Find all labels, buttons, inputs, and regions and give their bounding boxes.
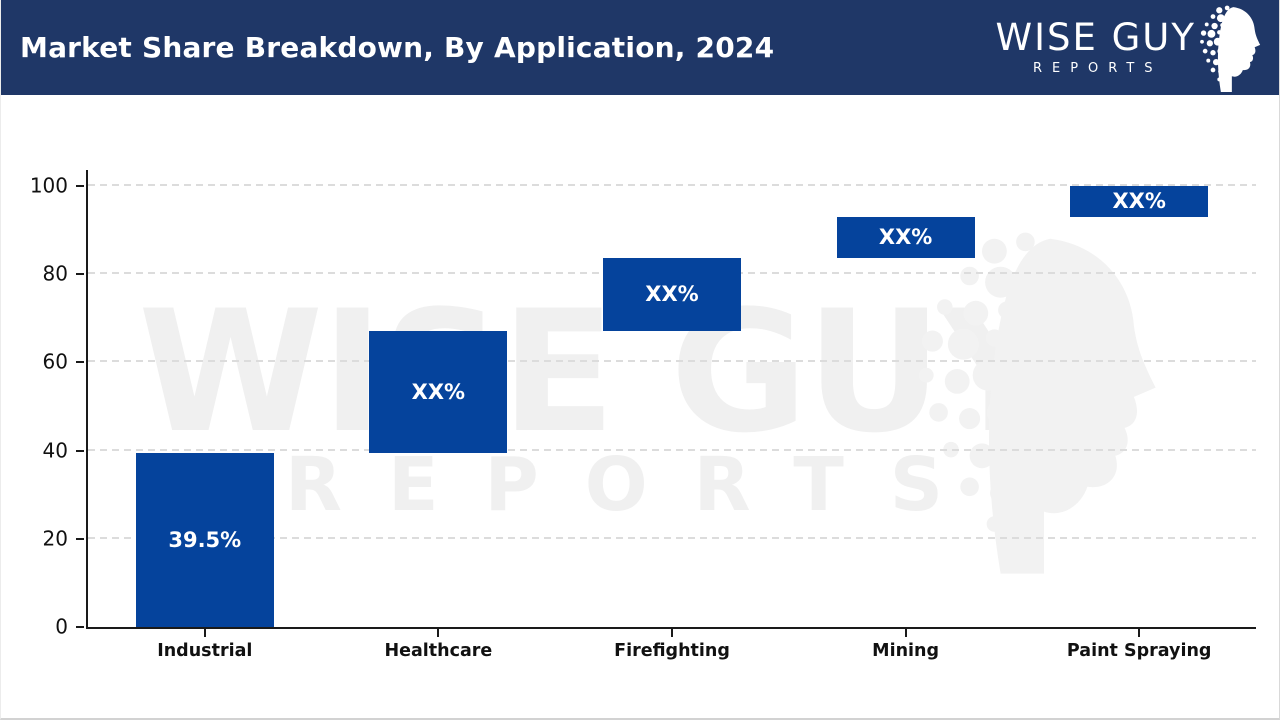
y-tick-label: 0 xyxy=(55,614,68,639)
y-axis-rail: 0 20 40 60 80 100 xyxy=(0,170,84,639)
y-tick-mark xyxy=(76,449,84,452)
logo-head-icon xyxy=(1182,4,1266,92)
x-axis-label: Mining xyxy=(872,641,940,661)
bar-value-label: XX% xyxy=(411,379,466,404)
x-tick-mark xyxy=(1138,629,1141,637)
x-tick-mark xyxy=(203,629,206,637)
gridline xyxy=(88,184,1256,186)
y-tick-mark xyxy=(76,361,84,364)
y-tick-mark xyxy=(76,626,84,628)
x-tick-mark xyxy=(671,629,673,637)
watermark-wordmark: WISE GUY xyxy=(138,274,1062,470)
page-title: Market Share Breakdown, By Application, … xyxy=(20,31,775,64)
x-axis-label: Healthcare xyxy=(384,641,493,661)
logo-subtext: REPORTS xyxy=(1032,61,1163,76)
x-axis-label: Paint Spraying xyxy=(1066,641,1212,661)
y-tick-mark xyxy=(76,185,84,187)
bar: XX% xyxy=(603,257,741,331)
bar: 39.5% xyxy=(135,452,274,627)
x-axis-rail: Industrial Healthcare Firefighting Mining Pa… xyxy=(88,627,1256,687)
y-tick-label: 20 xyxy=(42,526,68,551)
x-tick-mark xyxy=(437,629,440,637)
gridline xyxy=(88,448,1256,451)
y-tick-label: 100 xyxy=(29,173,68,198)
x-tick-mark xyxy=(904,629,907,637)
x-axis-label: Industrial xyxy=(157,641,253,661)
y-axis-line xyxy=(86,170,88,629)
gridline xyxy=(88,536,1256,539)
logo-text: WISE GUY REPORTS xyxy=(996,19,1196,76)
y-tick-label: 40 xyxy=(42,438,68,463)
bar: XX% xyxy=(836,216,975,258)
bar: XX% xyxy=(369,330,508,453)
y-tick-label: 60 xyxy=(42,349,68,374)
gridline xyxy=(88,360,1256,363)
logo: WISE GUY REPORTS xyxy=(996,4,1266,92)
bar-value-label: XX% xyxy=(1112,189,1166,214)
bar: XX% xyxy=(1070,186,1209,217)
plot-area: 39.5% XX% XX% XX% XX% xyxy=(86,170,1256,629)
x-axis-label: Firefighting xyxy=(614,641,730,661)
y-tick-mark xyxy=(76,537,84,540)
logo-wordmark: WISE GUY xyxy=(995,16,1196,59)
x-axis-line xyxy=(86,627,1256,629)
y-tick-mark xyxy=(76,273,84,276)
bar-value-label: XX% xyxy=(645,282,699,307)
header: Market Share Breakdown, By Application, … xyxy=(0,0,1280,95)
y-tick-label: 80 xyxy=(42,261,68,286)
bar-value-label: XX% xyxy=(878,225,933,250)
bar-value-label: 39.5% xyxy=(168,527,242,552)
watermark-reports: REPORTS xyxy=(285,442,990,528)
